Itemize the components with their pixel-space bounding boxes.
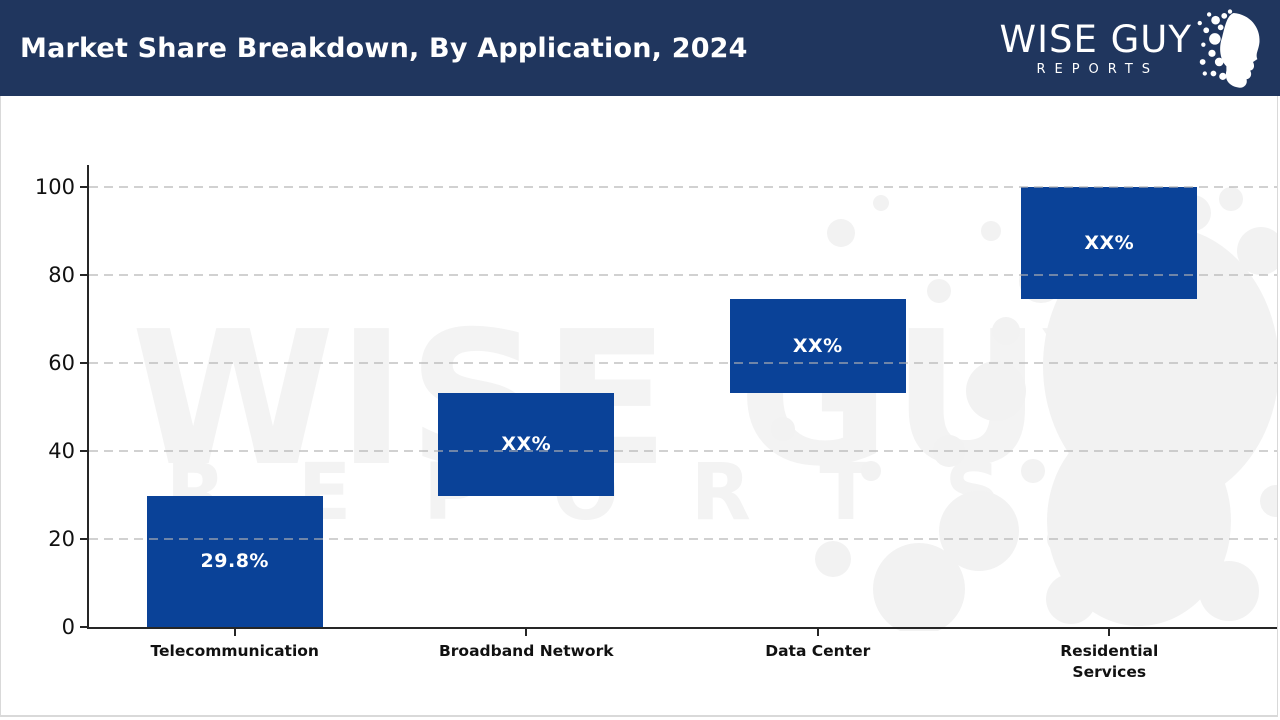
y-tickmark [80,274,89,276]
chart-title: Market Share Breakdown, By Application, … [20,32,748,64]
y-tick-label: 80 [48,263,75,287]
gridline-60 [89,362,1277,364]
bar-value-label: 29.8% [200,550,269,573]
bar-telecommunication: 29.8% [146,495,323,627]
gridline-40 [89,450,1277,452]
bar-residential-services: XX% [1021,187,1198,300]
logo-wordmark-sub: REPORTS [1036,61,1160,77]
x-tickmark [525,627,528,636]
logo-face-icon [1197,9,1260,88]
y-tick-label: 100 [34,175,75,199]
gridline-20 [89,538,1277,540]
bar-value-label: XX% [792,335,843,358]
y-tick-label: 20 [48,527,75,551]
chart-canvas: WISE GUY REPORTS 29.8% Telecommunication X… [0,96,1278,717]
x-tickmark [1108,627,1111,636]
header-bar: Market Share Breakdown, By Application, … [0,0,1280,96]
y-tickmark [80,362,89,364]
gridline-80 [89,274,1277,276]
bar-data-center: XX% [729,299,906,393]
x-tickmark [816,627,819,636]
y-axis-line [87,165,89,629]
x-tick-label: Data Center [765,642,871,660]
bar-broadband-network: XX% [438,392,615,496]
x-tick-label: Broadband Network [438,642,614,660]
watermark-face-icon [771,187,1277,631]
y-tickmark [80,186,89,188]
y-tick-label: 0 [61,615,75,639]
y-tick-label: 60 [48,351,75,375]
x-axis-line [87,627,1277,629]
x-tick-label: Telecommunication [150,642,319,660]
logo-wordmark: WISE GUY REPORTS [999,18,1192,77]
y-tickmark [80,450,89,452]
x-tick-label: Residential Services [1060,642,1159,681]
bar-value-label: XX% [1084,232,1135,255]
gridline-100 [89,186,1277,188]
bar-value-label: XX% [501,433,552,456]
y-tickmark [80,626,89,628]
wiseguy-logo: WISE GUY REPORTS [1000,6,1266,92]
logo-wordmark-main: WISE GUY [999,18,1192,62]
y-tickmark [80,538,89,540]
x-tickmark [233,627,236,636]
y-tick-label: 40 [48,439,75,463]
